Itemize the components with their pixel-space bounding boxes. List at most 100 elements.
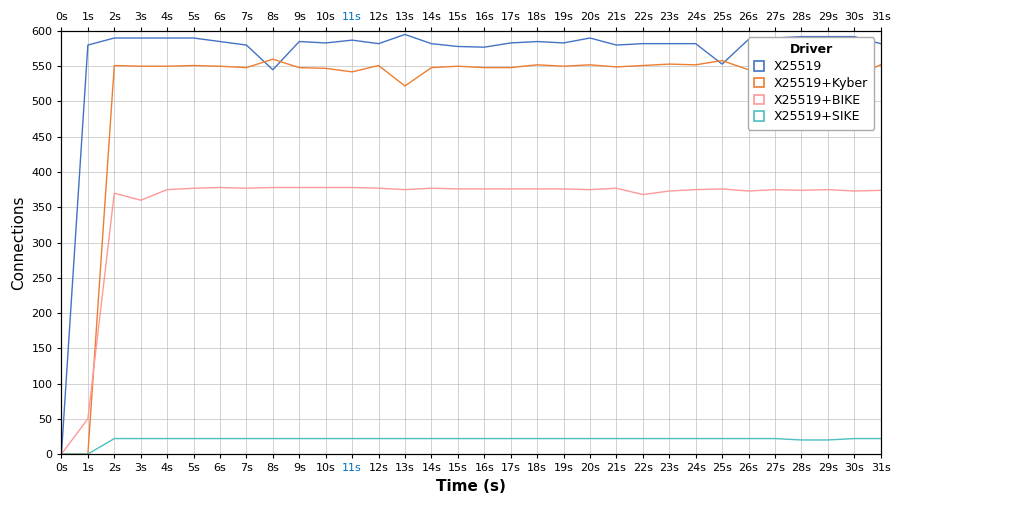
X25519+BIKE xyxy=(55,451,68,457)
X25519 xyxy=(319,40,332,46)
X25519+BIKE xyxy=(134,197,146,203)
Line: X25519+Kyber: X25519+Kyber xyxy=(61,59,881,454)
X25519+Kyber xyxy=(346,69,358,75)
X25519+BIKE xyxy=(874,187,887,194)
X25519 xyxy=(769,35,781,41)
X25519+BIKE xyxy=(689,187,701,193)
X25519+SIKE xyxy=(584,436,596,442)
X25519+Kyber xyxy=(531,62,544,68)
X25519+BIKE xyxy=(821,187,834,193)
X25519+Kyber xyxy=(398,83,411,89)
X25519+Kyber xyxy=(134,63,146,69)
X25519+SIKE xyxy=(664,436,676,442)
X25519+BIKE xyxy=(531,186,544,192)
X25519+BIKE xyxy=(266,184,279,190)
Line: X25519: X25519 xyxy=(61,35,881,454)
X25519 xyxy=(689,41,701,47)
X25519+BIKE xyxy=(187,185,200,191)
X25519+SIKE xyxy=(55,451,68,457)
X25519 xyxy=(214,39,226,45)
X25519 xyxy=(848,34,860,40)
X25519+SIKE xyxy=(742,436,755,442)
X25519+SIKE xyxy=(848,436,860,442)
X25519+SIKE xyxy=(398,436,411,442)
X25519+Kyber xyxy=(716,57,728,63)
X25519 xyxy=(241,42,253,48)
X25519+Kyber xyxy=(689,62,701,68)
X25519+BIKE xyxy=(398,187,411,193)
X25519 xyxy=(610,42,623,48)
X25519+Kyber xyxy=(55,451,68,457)
X25519+SIKE xyxy=(557,436,569,442)
X25519+BIKE xyxy=(82,416,94,422)
X25519+SIKE xyxy=(134,436,146,442)
X25519+SIKE xyxy=(531,436,544,442)
X25519 xyxy=(796,34,808,40)
X-axis label: Time (s): Time (s) xyxy=(436,479,506,494)
X25519+SIKE xyxy=(637,436,649,442)
X25519+SIKE xyxy=(505,436,517,442)
X25519+BIKE xyxy=(109,190,121,196)
X25519+BIKE xyxy=(584,187,596,193)
X25519 xyxy=(584,35,596,41)
X25519+Kyber xyxy=(266,56,279,62)
X25519+SIKE xyxy=(266,436,279,442)
X25519+Kyber xyxy=(109,62,121,69)
Line: X25519+BIKE: X25519+BIKE xyxy=(61,187,881,454)
X25519 xyxy=(874,41,887,47)
X25519 xyxy=(742,36,755,42)
X25519+SIKE xyxy=(161,436,173,442)
X25519+BIKE xyxy=(478,186,490,192)
X25519+Kyber xyxy=(478,64,490,71)
X25519+Kyber xyxy=(742,67,755,73)
X25519 xyxy=(109,35,121,41)
X25519+BIKE xyxy=(557,186,569,192)
X25519 xyxy=(161,35,173,41)
X25519+SIKE xyxy=(689,436,701,442)
X25519 xyxy=(55,451,68,457)
X25519 xyxy=(266,67,279,73)
X25519+SIKE xyxy=(187,436,200,442)
X25519+SIKE xyxy=(373,436,385,442)
X25519+Kyber xyxy=(610,64,623,70)
X25519 xyxy=(134,35,146,41)
X25519+SIKE xyxy=(478,436,490,442)
X25519+SIKE xyxy=(109,436,121,442)
X25519+SIKE xyxy=(82,451,94,457)
X25519+Kyber xyxy=(796,77,808,84)
X25519+BIKE xyxy=(848,188,860,194)
X25519+SIKE xyxy=(769,436,781,442)
X25519 xyxy=(346,37,358,43)
X25519+Kyber xyxy=(82,451,94,457)
X25519+Kyber xyxy=(821,72,834,78)
X25519+Kyber xyxy=(161,63,173,69)
X25519+Kyber xyxy=(505,64,517,71)
X25519+BIKE xyxy=(610,185,623,191)
X25519+SIKE xyxy=(346,436,358,442)
X25519 xyxy=(637,41,649,47)
X25519 xyxy=(505,40,517,46)
X25519+BIKE xyxy=(742,188,755,194)
X25519 xyxy=(293,39,305,45)
X25519 xyxy=(425,41,437,47)
Line: X25519+SIKE: X25519+SIKE xyxy=(61,439,881,454)
X25519 xyxy=(187,35,200,41)
X25519+BIKE xyxy=(346,184,358,190)
X25519+BIKE xyxy=(505,186,517,192)
X25519+SIKE xyxy=(452,436,464,442)
X25519+BIKE xyxy=(214,184,226,190)
X25519 xyxy=(452,43,464,50)
X25519+SIKE xyxy=(874,436,887,442)
X25519+Kyber xyxy=(214,63,226,69)
X25519+Kyber xyxy=(769,64,781,71)
X25519+SIKE xyxy=(241,436,253,442)
X25519+BIKE xyxy=(161,187,173,193)
X25519+BIKE xyxy=(452,186,464,192)
X25519+BIKE xyxy=(319,184,332,190)
X25519 xyxy=(373,41,385,47)
X25519+SIKE xyxy=(293,436,305,442)
X25519+Kyber xyxy=(637,62,649,69)
X25519 xyxy=(821,34,834,40)
X25519+Kyber xyxy=(187,62,200,69)
X25519+SIKE xyxy=(425,436,437,442)
